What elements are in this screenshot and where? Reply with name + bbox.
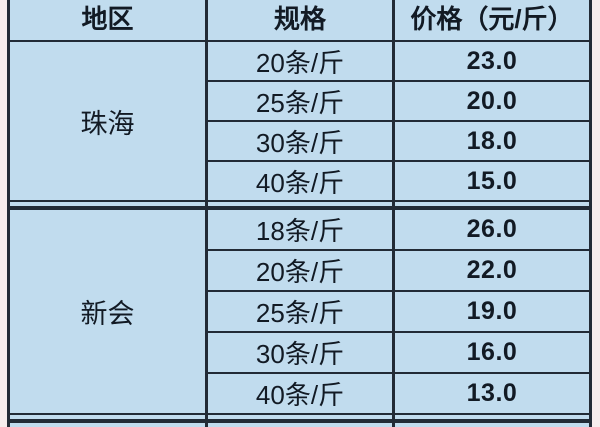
fish-price-table: 地区 规格 价格（元/斤） 珠海 20条/斤 23.0 25条/斤 20.0 3… bbox=[7, 0, 592, 427]
table-row: 30条/斤 18.0 bbox=[10, 122, 592, 162]
table-header-row: 地区 规格 价格（元/斤） bbox=[10, 0, 592, 42]
price-cell: 15.0 bbox=[395, 162, 592, 202]
header-spec: 规格 bbox=[208, 0, 395, 42]
clipped-cell bbox=[395, 423, 592, 427]
spec-cell: 18条/斤 bbox=[208, 210, 395, 251]
clipped-cell bbox=[208, 423, 395, 427]
price-cell: 26.0 bbox=[395, 210, 592, 251]
divider-cell bbox=[395, 415, 592, 423]
divider-cell bbox=[10, 415, 208, 423]
spec-cell: 20条/斤 bbox=[208, 42, 395, 82]
region-cell: 珠海 bbox=[10, 42, 208, 202]
table-row: 30条/斤 16.0 bbox=[10, 333, 592, 374]
price-cell: 23.0 bbox=[395, 42, 592, 82]
divider-cell bbox=[395, 202, 592, 210]
price-cell: 16.0 bbox=[395, 333, 592, 374]
price-cell: 22.0 bbox=[395, 251, 592, 292]
table-row: 20条/斤 22.0 bbox=[10, 251, 592, 292]
table-row: 珠海 20条/斤 23.0 bbox=[10, 42, 592, 202]
spec-cell: 40条/斤 bbox=[208, 162, 395, 202]
divider-cell bbox=[10, 202, 208, 210]
group-divider bbox=[10, 202, 592, 210]
spec-cell: 30条/斤 bbox=[208, 122, 395, 162]
table-row: 25条/斤 20.0 bbox=[10, 82, 592, 122]
spec-cell: 25条/斤 bbox=[208, 292, 395, 333]
table-row: 40条/斤 15.0 bbox=[10, 162, 592, 202]
table-row-clipped bbox=[10, 423, 592, 427]
spec-cell: 40条/斤 bbox=[208, 374, 395, 415]
spec-cell: 20条/斤 bbox=[208, 251, 395, 292]
spec-cell: 25条/斤 bbox=[208, 82, 395, 122]
group-divider bbox=[10, 415, 592, 423]
divider-cell bbox=[208, 202, 395, 210]
price-cell: 19.0 bbox=[395, 292, 592, 333]
region-cell: 新会 bbox=[10, 210, 208, 415]
header-region: 地区 bbox=[10, 0, 208, 42]
price-cell: 18.0 bbox=[395, 122, 592, 162]
spec-cell: 30条/斤 bbox=[208, 333, 395, 374]
table-row: 新会 18条/斤 26.0 bbox=[10, 210, 592, 415]
divider-cell bbox=[208, 415, 395, 423]
header-price: 价格（元/斤） bbox=[395, 0, 592, 42]
table-row: 40条/斤 13.0 bbox=[10, 374, 592, 415]
price-cell: 13.0 bbox=[395, 374, 592, 415]
clipped-cell bbox=[10, 423, 208, 427]
price-cell: 20.0 bbox=[395, 82, 592, 122]
table-row: 25条/斤 19.0 bbox=[10, 292, 592, 333]
